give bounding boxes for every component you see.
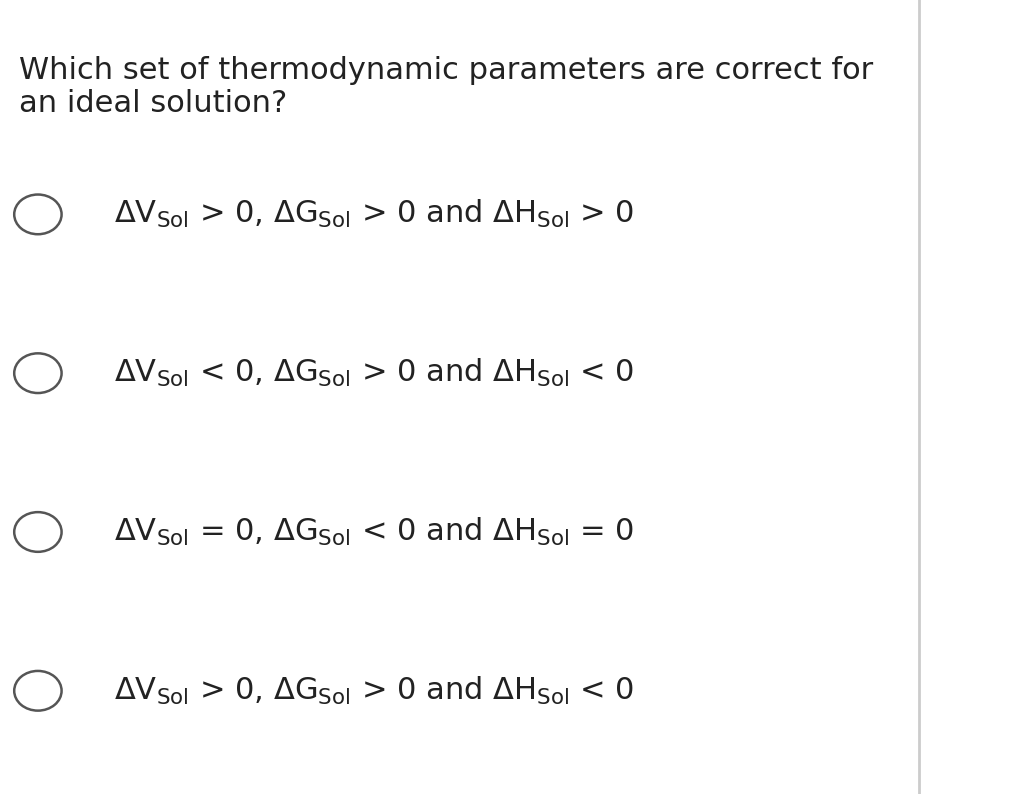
Text: ΔV$_\mathrm{Sol}$ < 0, ΔG$_\mathrm{Sol}$ > 0 and ΔH$_\mathrm{Sol}$ < 0: ΔV$_\mathrm{Sol}$ < 0, ΔG$_\mathrm{Sol}$… [114, 357, 634, 389]
Text: Which set of thermodynamic parameters are correct for
an ideal solution?: Which set of thermodynamic parameters ar… [19, 56, 873, 118]
Text: ΔV$_\mathrm{Sol}$ > 0, ΔG$_\mathrm{Sol}$ > 0 and ΔH$_\mathrm{Sol}$ < 0: ΔV$_\mathrm{Sol}$ > 0, ΔG$_\mathrm{Sol}$… [114, 675, 634, 707]
Text: ΔV$_\mathrm{Sol}$ = 0, ΔG$_\mathrm{Sol}$ < 0 and ΔH$_\mathrm{Sol}$ = 0: ΔV$_\mathrm{Sol}$ = 0, ΔG$_\mathrm{Sol}$… [114, 516, 634, 548]
Text: ΔV$_\mathrm{Sol}$ > 0, ΔG$_\mathrm{Sol}$ > 0 and ΔH$_\mathrm{Sol}$ > 0: ΔV$_\mathrm{Sol}$ > 0, ΔG$_\mathrm{Sol}$… [114, 198, 634, 230]
